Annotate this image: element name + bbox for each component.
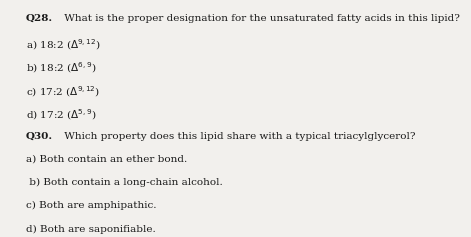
Text: a) 18:2 ($\Delta^{9,12}$): a) 18:2 ($\Delta^{9,12}$) (26, 37, 100, 52)
Text: Q30.: Q30. (26, 132, 53, 141)
Text: c) 17:2 ($\Delta^{9,12}$): c) 17:2 ($\Delta^{9,12}$) (26, 84, 100, 99)
Text: a) Both contain an ether bond.: a) Both contain an ether bond. (26, 155, 187, 164)
Text: Which property does this lipid share with a typical triacylglycerol?: Which property does this lipid share wit… (61, 132, 415, 141)
Text: d) 17:2 ($\Delta^{5,9}$): d) 17:2 ($\Delta^{5,9}$) (26, 107, 97, 122)
Text: b) 18:2 ($\Delta^{6,9}$): b) 18:2 ($\Delta^{6,9}$) (26, 61, 97, 75)
Text: What is the proper designation for the unsaturated fatty acids in this lipid?: What is the proper designation for the u… (61, 14, 460, 23)
Text: b) Both contain a long-chain alcohol.: b) Both contain a long-chain alcohol. (26, 178, 223, 187)
Text: Q28.: Q28. (26, 14, 53, 23)
Text: c) Both are amphipathic.: c) Both are amphipathic. (26, 201, 156, 210)
Text: d) Both are saponifiable.: d) Both are saponifiable. (26, 224, 155, 234)
